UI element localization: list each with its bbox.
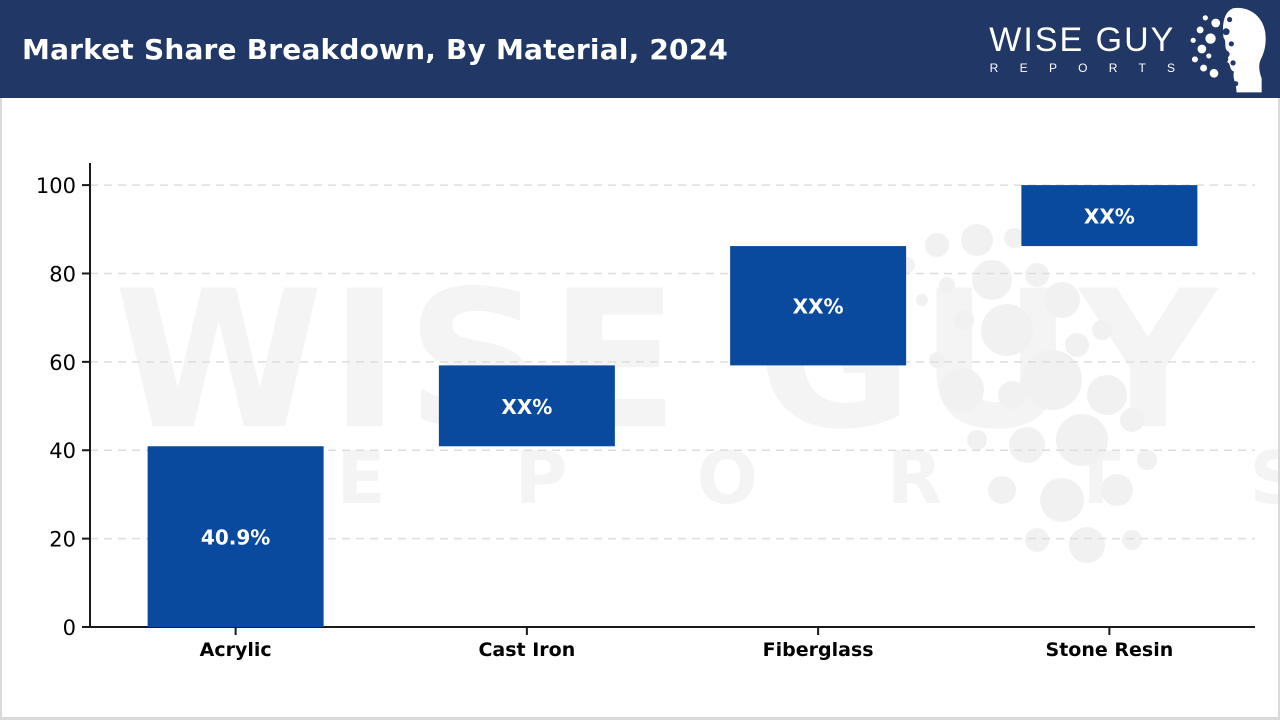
category-label: Acrylic	[200, 639, 272, 661]
bar-value-label: XX%	[1084, 205, 1135, 229]
category-label: Cast Iron	[478, 639, 575, 661]
y-tick-label: 20	[49, 528, 76, 552]
page-title: Market Share Breakdown, By Material, 202…	[22, 32, 729, 66]
y-tick-label: 40	[49, 439, 76, 463]
logo-text: WISE GUY R E P O R T S	[981, 23, 1184, 75]
bar-cast-iron	[438, 365, 615, 447]
bar-value-label: XX%	[501, 395, 552, 419]
y-tick-label: 80	[49, 262, 76, 286]
y-tick-label: 0	[63, 616, 76, 640]
bar-value-label: 40.9%	[201, 526, 270, 550]
header-bar: Market Share Breakdown, By Material, 202…	[0, 0, 1280, 98]
category-label: Fiberglass	[763, 639, 874, 661]
bar-acrylic	[147, 446, 324, 627]
logo-wordmark: WISE GUY	[989, 21, 1176, 59]
category-label: Stone Resin	[1046, 639, 1174, 661]
y-tick-label: 60	[49, 351, 76, 375]
wise-guy-reports-logo: WISE GUY R E P O R T S	[981, 5, 1266, 93]
logo-subtitle: R E P O R T S	[989, 61, 1184, 75]
chart-area: WISE GUY R E P O R T S	[0, 98, 1280, 720]
bar-fiberglass	[730, 246, 907, 366]
y-tick-label: 100	[36, 174, 76, 198]
waterfall-chart: 0 20 40 60 80 100 Acrylic Cast Iron Fiberglass St…	[36, 163, 1255, 661]
bar-stone-resin	[1021, 185, 1198, 247]
dotted-head-icon	[1190, 7, 1266, 93]
bar-value-label: XX%	[793, 295, 844, 319]
